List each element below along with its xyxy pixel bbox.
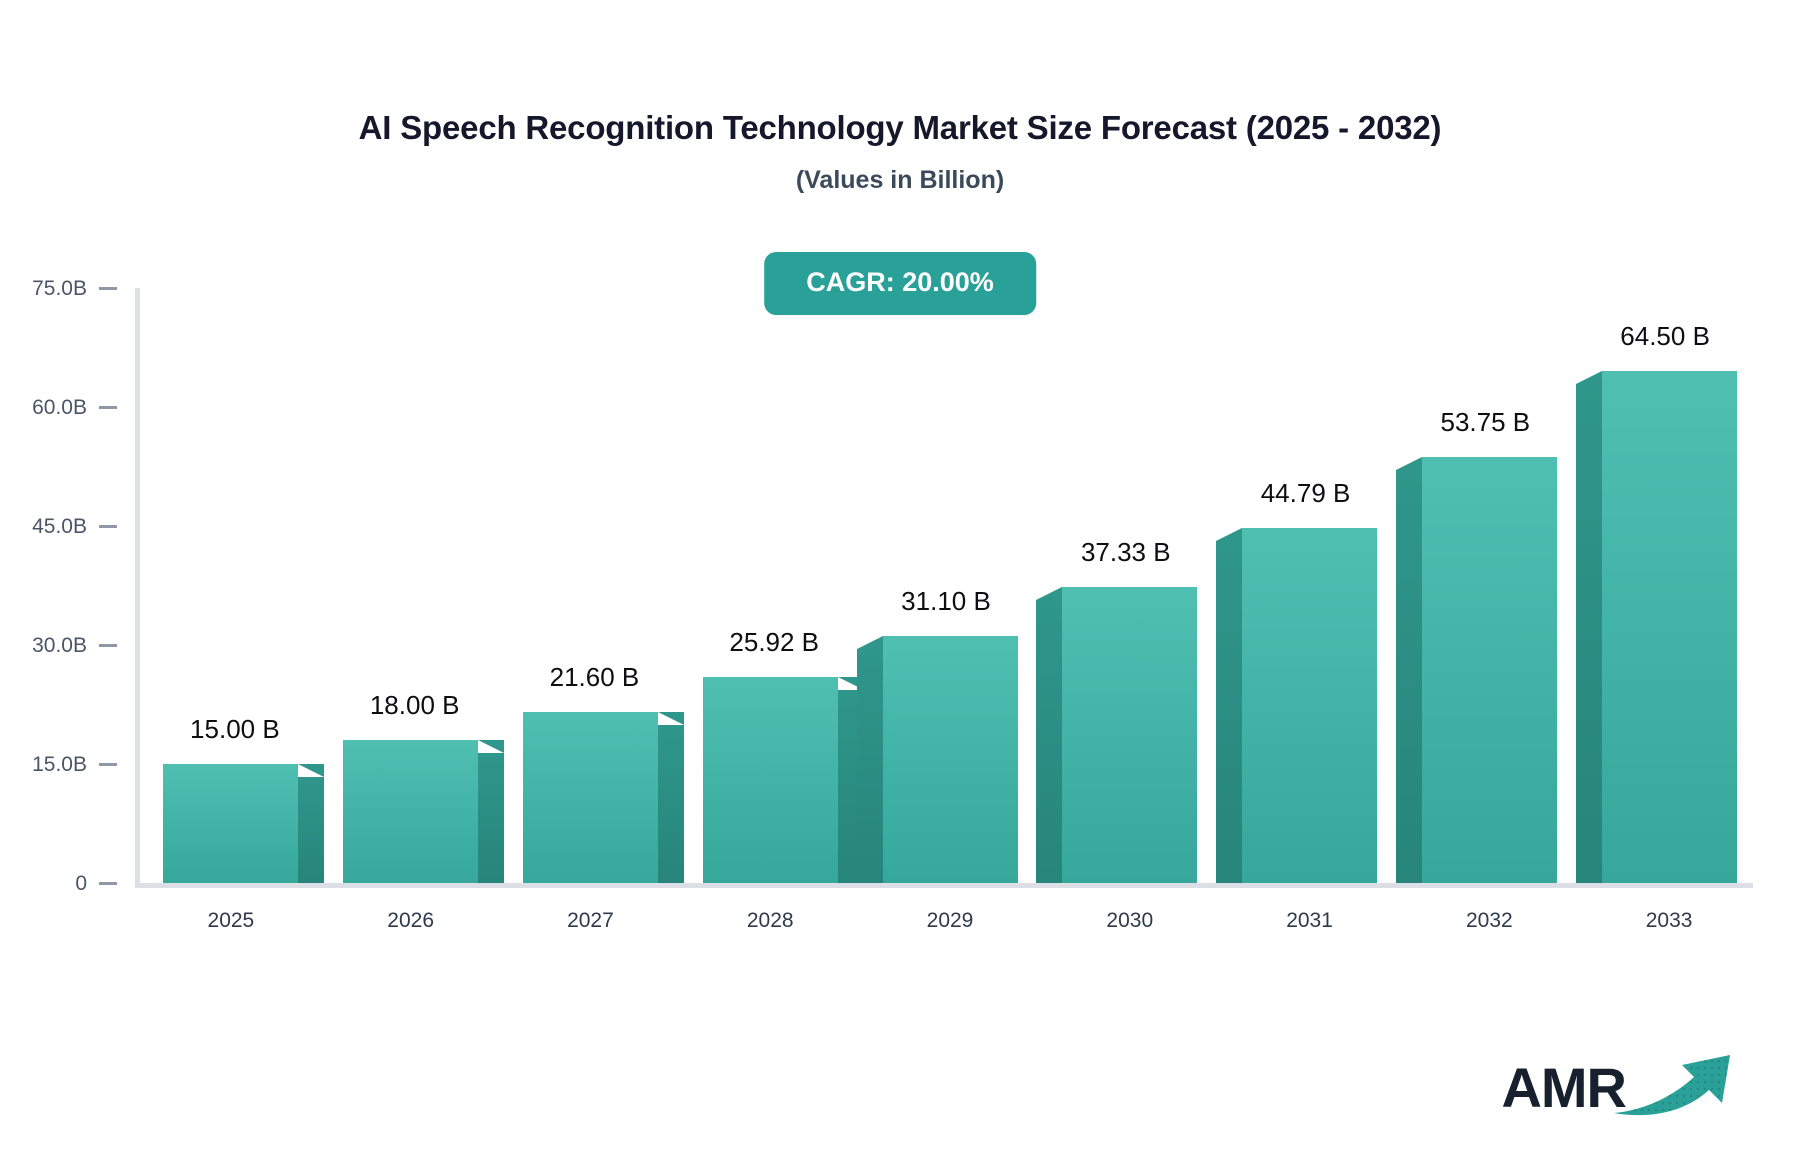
y-axis-tick-label: 45.0B (32, 514, 87, 538)
page-title: AI Speech Recognition Technology Market … (358, 109, 1442, 146)
bar-top-bevel (478, 740, 505, 754)
bar-top-bevel (1036, 586, 1063, 600)
bar-top-bevel (1216, 527, 1243, 541)
bar-front-face (1242, 527, 1378, 883)
x-axis-label-2027: 2027 (567, 909, 614, 932)
x-axis-label-2026: 2026 (387, 909, 435, 932)
bar-series: 15.00 B 18.00 B 21.60 B 25.92 B 31.10 B 37.33… (135, 288, 1753, 888)
bar-front-face (1062, 586, 1198, 883)
bar-front-face (702, 677, 838, 883)
x-axis-label-2025: 2025 (207, 909, 255, 932)
bar-value-label: 21.60 B (549, 661, 640, 692)
x-axis-label-2031: 2031 (1286, 909, 1333, 932)
y-axis-tick: 75.0B (0, 277, 135, 299)
y-axis-tick-label: 60.0B (32, 395, 87, 419)
y-axis-tick: 60.0B (0, 396, 135, 418)
bar-top-bevel (1395, 456, 1422, 470)
x-axis-labels: 2025 2026 2027 2028 2029 2030 2031 2032 2033 (135, 888, 1753, 948)
y-axis-tick-mark (99, 881, 117, 885)
amr-logo: AMR (1501, 1036, 1742, 1116)
bar-value-label: 15.00 B (190, 714, 280, 744)
bar-2033[interactable]: 64.50 B (1575, 323, 1737, 883)
bar-side-face (1216, 540, 1243, 883)
y-axis-line (135, 288, 140, 885)
y-axis-tick: 45.0B (0, 515, 135, 537)
bar-front-face (1601, 371, 1737, 883)
y-axis-tick-mark (99, 762, 117, 766)
bar-2027[interactable]: 21.60 B (522, 664, 684, 883)
amr-logo-text: AMR (1501, 1056, 1627, 1119)
trend-up-arrow-icon (1612, 1045, 1742, 1122)
y-axis-tick: 30.0B (0, 634, 135, 656)
bar-value-label: 25.92 B (729, 627, 820, 658)
bar-side-face (1395, 469, 1422, 883)
plot-area (135, 288, 1753, 888)
y-axis-tick: 0 (0, 872, 135, 894)
bar-2026[interactable]: 18.00 B (343, 692, 505, 883)
bar-value-label: 37.33 B (1080, 536, 1171, 567)
bar-side-face (657, 724, 684, 883)
x-axis-label-2030: 2030 (1106, 909, 1154, 932)
cagr-badge: CAGR: 20.00% (764, 252, 1036, 315)
bar-side-face (298, 777, 325, 883)
y-axis-tick-mark (99, 286, 117, 290)
bar-side-face (856, 649, 883, 883)
y-axis-tick-label: 0 (75, 871, 87, 895)
bar-front-face (522, 711, 658, 883)
bar-2029[interactable]: 31.10 B (856, 588, 1018, 883)
y-axis-tick-mark (99, 405, 117, 409)
bar-2028[interactable]: 25.92 B (702, 629, 864, 883)
x-axis-label-2028: 2028 (746, 909, 794, 932)
y-axis-tick-mark (99, 524, 117, 528)
x-axis-line (135, 883, 1753, 888)
y-axis-tick: 15.0B (0, 753, 135, 775)
bar-top-bevel (1575, 371, 1602, 385)
bar-2025[interactable]: 15.00 B (163, 716, 325, 883)
bar-front-face (1421, 456, 1557, 883)
y-axis-tick-mark (99, 643, 117, 647)
bar-2030[interactable]: 37.33 B (1036, 539, 1198, 883)
bar-value-label: 64.50 B (1620, 321, 1710, 352)
bar-value-label: 18.00 B (369, 690, 460, 721)
bar-front-face (343, 740, 479, 883)
x-axis-label-2029: 2029 (926, 909, 974, 932)
bar-value-label: 31.10 B (901, 586, 991, 617)
bar-2031[interactable]: 44.79 B (1216, 480, 1378, 883)
bar-2032[interactable]: 53.75 B (1395, 409, 1557, 883)
bar-value-label: 53.75 B (1440, 406, 1531, 437)
y-axis-tick-label: 15.0B (32, 752, 87, 776)
bar-top-bevel (856, 636, 883, 650)
bar-value-label: 44.79 B (1260, 477, 1351, 508)
title-block: AI Speech Recognition Technology Market … (0, 108, 1800, 195)
bar-side-face (1036, 599, 1063, 883)
y-axis-tick-label: 30.0B (32, 633, 87, 657)
bar-front-face (163, 764, 299, 883)
bar-top-bevel (657, 711, 684, 725)
y-axis-tick-label: 75.0B (32, 276, 87, 300)
bar-side-face (478, 753, 505, 883)
x-axis-label-2032: 2032 (1465, 909, 1513, 932)
bar-top-bevel (298, 764, 325, 777)
bar-side-face (1575, 384, 1602, 883)
bar-front-face (882, 636, 1018, 883)
x-axis-label-2033: 2033 (1645, 909, 1693, 932)
chart-subtitle: (Values in Billion) (795, 165, 1005, 194)
